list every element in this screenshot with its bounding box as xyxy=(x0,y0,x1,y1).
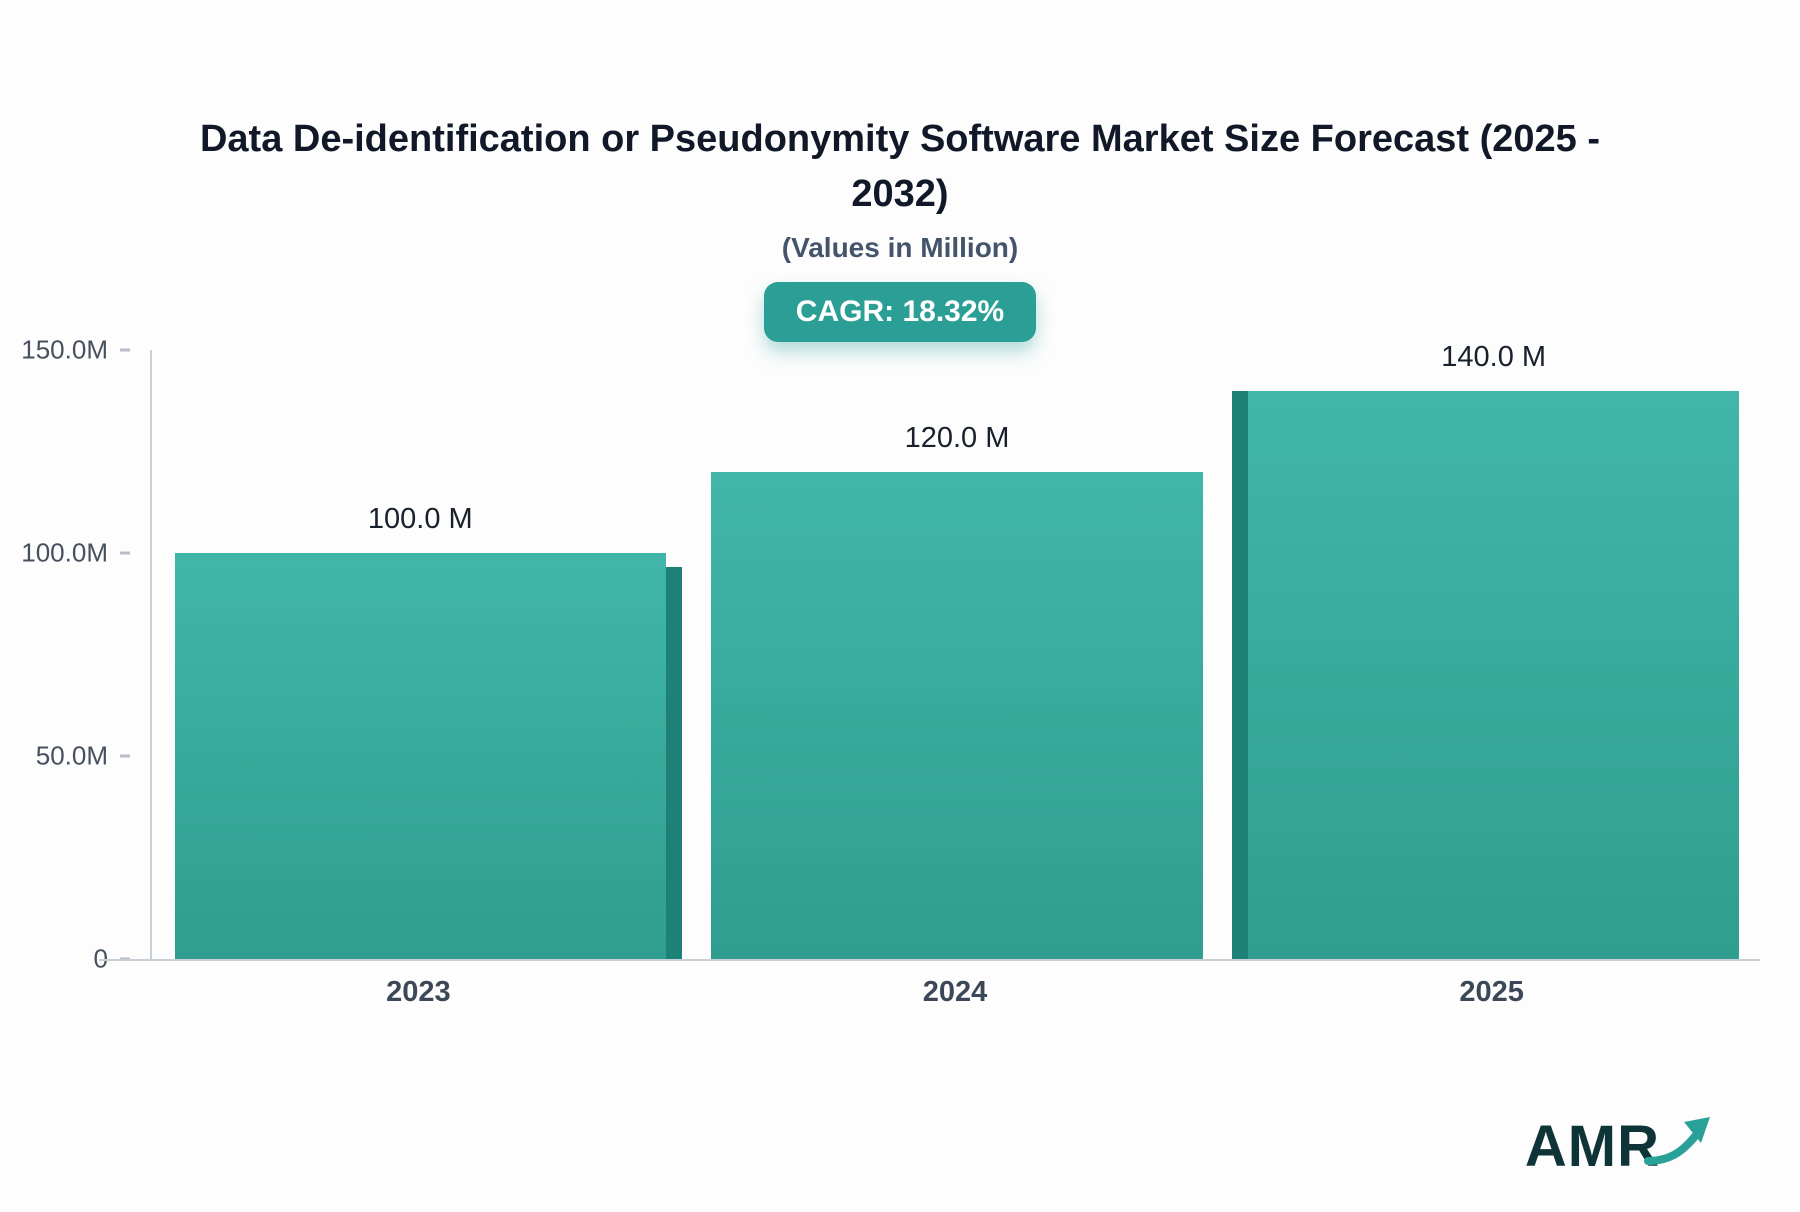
plot-area: 100.0 M 120.0 M 140.0 M xyxy=(150,341,1762,959)
bar-value-label: 100.0 M xyxy=(367,503,473,535)
cagr-badge: CAGR: 18.32% xyxy=(763,282,1037,343)
bar-2023: 100.0 M xyxy=(174,503,682,959)
y-tick-mark xyxy=(120,348,130,352)
bar-2024: 120.0 M xyxy=(711,422,1203,959)
x-axis-label: 2023 xyxy=(386,976,451,1008)
chart-header: Data De-identification or Pseudonymity S… xyxy=(0,112,1800,343)
bar-value-label: 140.0 M xyxy=(1441,340,1547,373)
y-tick-label: 50.0M xyxy=(35,740,108,771)
amr-logo: AMR xyxy=(1525,1115,1714,1176)
x-axis-label: 2025 xyxy=(1459,976,1524,1008)
x-axis-line xyxy=(99,959,1760,961)
y-axis-labels: 150.0M 100.0M 50.0M 0 xyxy=(0,335,148,974)
x-axis-label: 2024 xyxy=(922,976,988,1008)
bar-value-label: 120.0 M xyxy=(904,421,1010,454)
bar-side-face xyxy=(1232,390,1249,959)
y-tick-mark xyxy=(120,754,130,758)
y-tick-label: 150.0M xyxy=(21,334,108,365)
y-tick-label: 100.0M xyxy=(21,537,108,568)
chart-subtitle: (Values in Million) xyxy=(781,232,1019,264)
y-tick-label: 0 xyxy=(94,944,108,975)
amr-logo-arrow-icon xyxy=(1644,1115,1714,1174)
bar-side-face xyxy=(665,567,682,959)
x-axis-labels: 2023 2024 2025 xyxy=(150,976,1760,1016)
chart-title: Data De-identification or Pseudonymity S… xyxy=(199,118,1601,216)
amr-logo-text: AMR xyxy=(1524,1114,1660,1179)
bar-2025: 140.0 M xyxy=(1232,341,1740,959)
y-tick-mark xyxy=(120,551,130,555)
